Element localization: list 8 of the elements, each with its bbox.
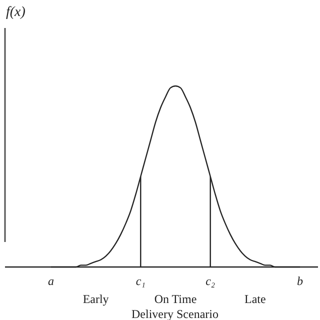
x-tick-label: c₂ bbox=[206, 274, 216, 288]
x-tick-label: b bbox=[297, 274, 303, 288]
x-tick-label: c₁ bbox=[136, 274, 146, 288]
x-tick-label: a bbox=[48, 274, 54, 288]
text: On Time bbox=[154, 292, 197, 306]
text: Early bbox=[82, 292, 109, 306]
text: Late bbox=[244, 292, 266, 306]
y-axis-title: f(x) bbox=[6, 5, 26, 20]
